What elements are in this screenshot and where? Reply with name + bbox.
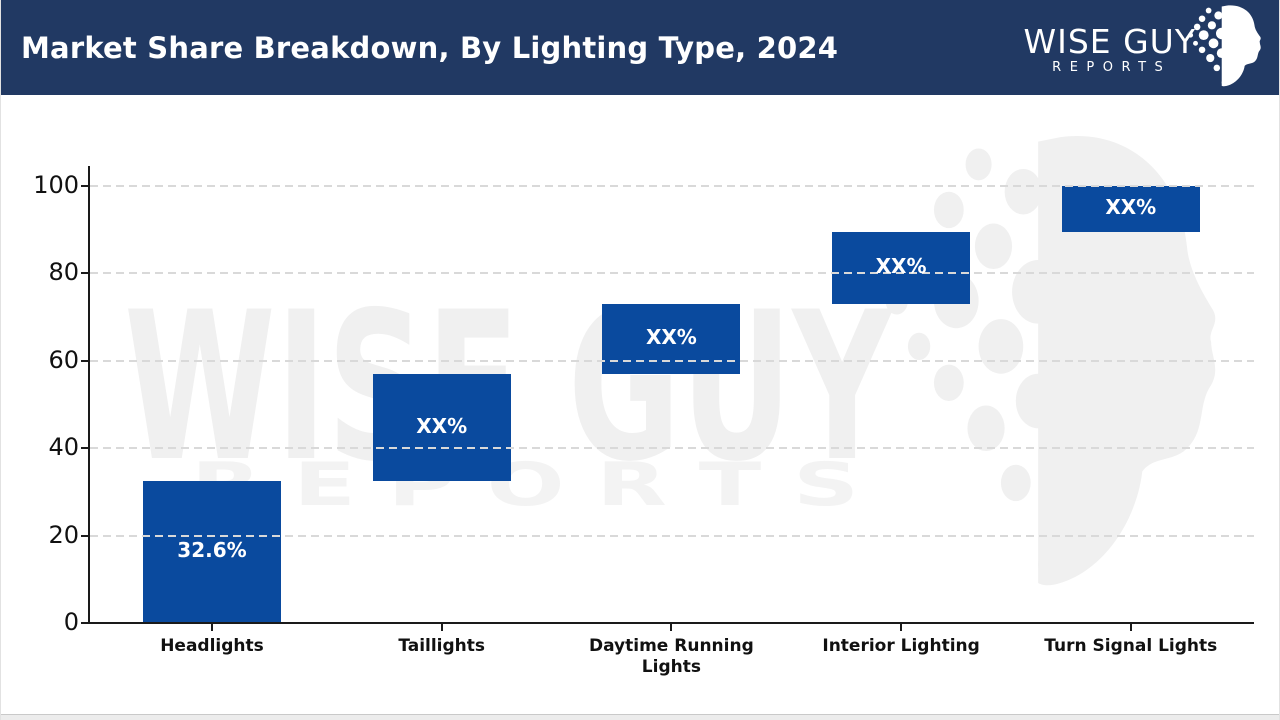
y-tick-mark xyxy=(81,272,89,274)
y-gridline xyxy=(90,360,1254,362)
x-tick-mark xyxy=(900,624,903,631)
x-category-label: Interior Lighting xyxy=(822,636,980,656)
y-axis-line xyxy=(88,166,90,624)
y-tick-mark xyxy=(81,360,89,362)
y-tick-mark xyxy=(81,535,89,537)
x-tick-mark xyxy=(211,624,213,631)
y-tick-mark xyxy=(81,622,89,624)
page-title: Market Share Breakdown, By Lighting Type… xyxy=(21,30,839,65)
y-tick-label: 40 xyxy=(48,433,79,461)
x-category-label: Turn Signal Lights xyxy=(1044,636,1218,656)
y-gridline xyxy=(90,272,1254,274)
x-tick-mark xyxy=(1129,624,1132,631)
bar-value-label: XX% xyxy=(416,413,468,438)
bottom-strip xyxy=(1,714,1279,720)
y-tick-label: 60 xyxy=(48,346,79,374)
logo-subtitle: REPORTS xyxy=(1052,60,1172,75)
waterfall-bar-segment xyxy=(143,481,281,623)
bar-value-label: XX% xyxy=(645,325,697,349)
y-gridline xyxy=(90,447,1254,449)
logo-text: WISE GUY REPORTS xyxy=(1023,22,1196,76)
x-category-label: Headlights xyxy=(160,636,264,656)
y-tick-mark xyxy=(81,447,89,449)
y-tick-label: 100 xyxy=(33,171,79,199)
logo-wordmark: WISE GUY xyxy=(1023,22,1196,61)
y-tick-label: 0 xyxy=(63,608,79,636)
bar-value-label: 32.6% xyxy=(177,538,247,562)
x-tick-mark xyxy=(670,624,673,631)
x-axis-line xyxy=(88,622,1254,624)
y-gridline xyxy=(90,185,1254,187)
x-tick-mark xyxy=(440,624,443,631)
waterfall-bar-segment xyxy=(602,304,741,374)
bar-value-label: XX% xyxy=(1105,195,1157,219)
x-category-label: Taillights xyxy=(398,636,486,656)
y-tick-label: 20 xyxy=(48,521,79,549)
waterfall-bar-segment xyxy=(372,374,511,481)
y-tick-label: 80 xyxy=(48,258,79,286)
header-bar: Market Share Breakdown, By Lighting Type… xyxy=(1,0,1279,95)
wise-guy-reports-logo: WISE GUY REPORTS xyxy=(1023,4,1268,90)
y-tick-mark xyxy=(81,185,89,187)
bar-value-label: XX% xyxy=(875,254,927,278)
x-category-label: Daytime Running Lights xyxy=(589,636,754,677)
y-gridline xyxy=(90,535,1254,537)
